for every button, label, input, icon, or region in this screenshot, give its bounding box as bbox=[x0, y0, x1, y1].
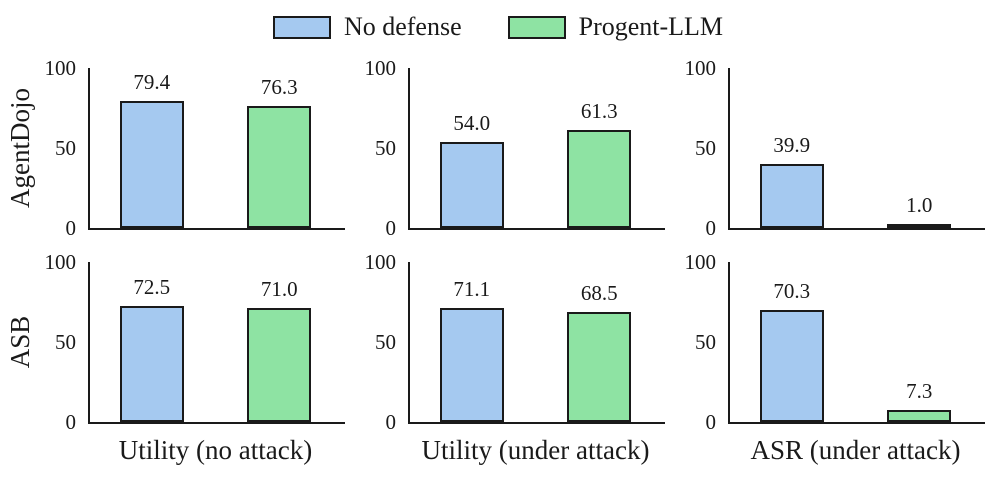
bar-progent-llm bbox=[247, 105, 312, 228]
y-tick-label: 0 bbox=[65, 216, 77, 240]
y-tick-label: 50 bbox=[375, 136, 396, 160]
y-tick-label: 50 bbox=[695, 330, 716, 354]
bar-value-label: 68.5 bbox=[580, 281, 618, 306]
bar-value-label: 54.0 bbox=[453, 110, 491, 135]
legend-item-progent-llm: Progent-LLM bbox=[507, 12, 724, 42]
bar-value-label: 72.5 bbox=[133, 275, 171, 299]
bar-progent-llm bbox=[567, 312, 632, 422]
y-tick-label: 50 bbox=[375, 330, 396, 354]
y-tick-label: 100 bbox=[364, 250, 397, 274]
y-tick-label: 100 bbox=[44, 250, 77, 274]
bar-value-label: 61.3 bbox=[580, 98, 618, 123]
y-tick-label: 0 bbox=[65, 410, 77, 434]
bar-value-label: 76.3 bbox=[260, 74, 298, 99]
row-label-asb: ASB bbox=[5, 315, 35, 369]
bar-progent-llm bbox=[887, 224, 952, 228]
bar-no-defense bbox=[439, 308, 504, 422]
y-tick-label: 0 bbox=[705, 216, 717, 240]
y-tick-label: 0 bbox=[705, 410, 717, 434]
bar-no-defense bbox=[119, 306, 184, 422]
bar-value-label: 71.0 bbox=[260, 277, 298, 302]
legend-item-no-defense: No defense bbox=[272, 12, 462, 42]
plot-agentdojo-utility-no-attack bbox=[88, 68, 345, 230]
y-tick-label: 50 bbox=[695, 136, 716, 160]
x-axis-label-utility-under-attack: Utility (under attack) bbox=[421, 435, 650, 465]
legend-swatch-no-defense-icon bbox=[272, 15, 331, 39]
y-tick-label: 100 bbox=[44, 56, 77, 80]
bar-value-label: 79.4 bbox=[133, 69, 171, 94]
legend-swatch-progent-llm-icon bbox=[507, 15, 566, 39]
bar-value-label: 71.1 bbox=[453, 277, 491, 302]
y-tick-label: 100 bbox=[684, 56, 717, 80]
y-tick-label: 100 bbox=[684, 250, 717, 274]
bar-no-defense bbox=[759, 164, 824, 228]
x-axis-label-utility-no-attack: Utility (no attack) bbox=[118, 435, 313, 465]
plot-agentdojo-utility-under-attack bbox=[408, 68, 665, 230]
y-tick-label: 50 bbox=[55, 330, 76, 354]
legend-label-no-defense: No defense bbox=[343, 12, 462, 41]
y-tick-label: 0 bbox=[385, 410, 397, 434]
legend-label-progent-llm: Progent-LLM bbox=[578, 12, 724, 41]
bar-value-label: 70.3 bbox=[773, 278, 811, 303]
bar-value-label: 1.0 bbox=[906, 193, 933, 217]
y-tick-label: 0 bbox=[385, 216, 397, 240]
plot-asb-utility-no-attack bbox=[88, 262, 345, 424]
bar-value-label: 39.9 bbox=[773, 133, 811, 158]
plot-agentdojo-asr-under-attack bbox=[728, 68, 985, 230]
legend: No defense Progent-LLM bbox=[0, 12, 996, 42]
y-tick-label: 100 bbox=[364, 56, 397, 80]
bar-no-defense bbox=[439, 141, 504, 228]
bar-value-label: 7.3 bbox=[906, 379, 933, 404]
row-label-agentdojo: AgentDojo bbox=[5, 88, 35, 208]
plot-asb-utility-under-attack bbox=[408, 262, 665, 424]
bar-progent-llm bbox=[567, 129, 632, 228]
bar-no-defense bbox=[119, 100, 184, 228]
x-axis-label-asr-under-attack: ASR (under attack) bbox=[750, 435, 961, 465]
plot-asb-asr-under-attack bbox=[728, 262, 985, 424]
bar-progent-llm bbox=[247, 308, 312, 422]
bar-progent-llm bbox=[887, 410, 952, 422]
bar-no-defense bbox=[759, 309, 824, 422]
y-tick-label: 50 bbox=[55, 136, 76, 160]
